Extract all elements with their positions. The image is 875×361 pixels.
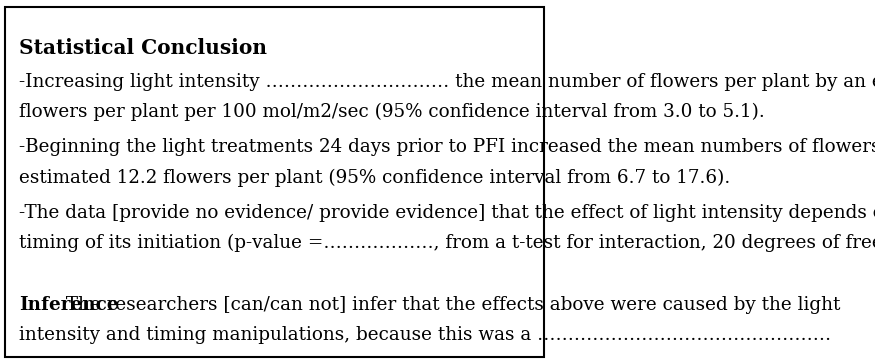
Text: intensity and timing manipulations, because this was a …………………………………………: intensity and timing manipulations, beca… (19, 326, 831, 344)
Text: -The data [provide no evidence/ provide evidence] that the effect of light inten: -The data [provide no evidence/ provide … (19, 204, 875, 222)
Text: Statistical Conclusion: Statistical Conclusion (19, 38, 267, 58)
Text: flowers per plant per 100 mol/m2/sec (95% confidence interval from 3.0 to 5.1).: flowers per plant per 100 mol/m2/sec (95… (19, 103, 765, 121)
Text: -Increasing light intensity ………………………… the mean number of flowers per plant by a: -Increasing light intensity ………………………… t… (19, 73, 875, 91)
Text: Inference: Inference (19, 296, 119, 314)
Text: timing of its initiation (p-value =………………, from a t-test for interaction, 20 deg: timing of its initiation (p-value =……………… (19, 234, 875, 252)
Text: estimated 12.2 flowers per plant (95% confidence interval from 6.7 to 17.6).: estimated 12.2 flowers per plant (95% co… (19, 168, 731, 187)
Text: The researchers [can/can not] infer that the effects above were caused by the li: The researchers [can/can not] infer that… (60, 296, 840, 314)
Text: -Beginning the light treatments 24 days prior to PFI increased the mean numbers : -Beginning the light treatments 24 days … (19, 138, 875, 156)
